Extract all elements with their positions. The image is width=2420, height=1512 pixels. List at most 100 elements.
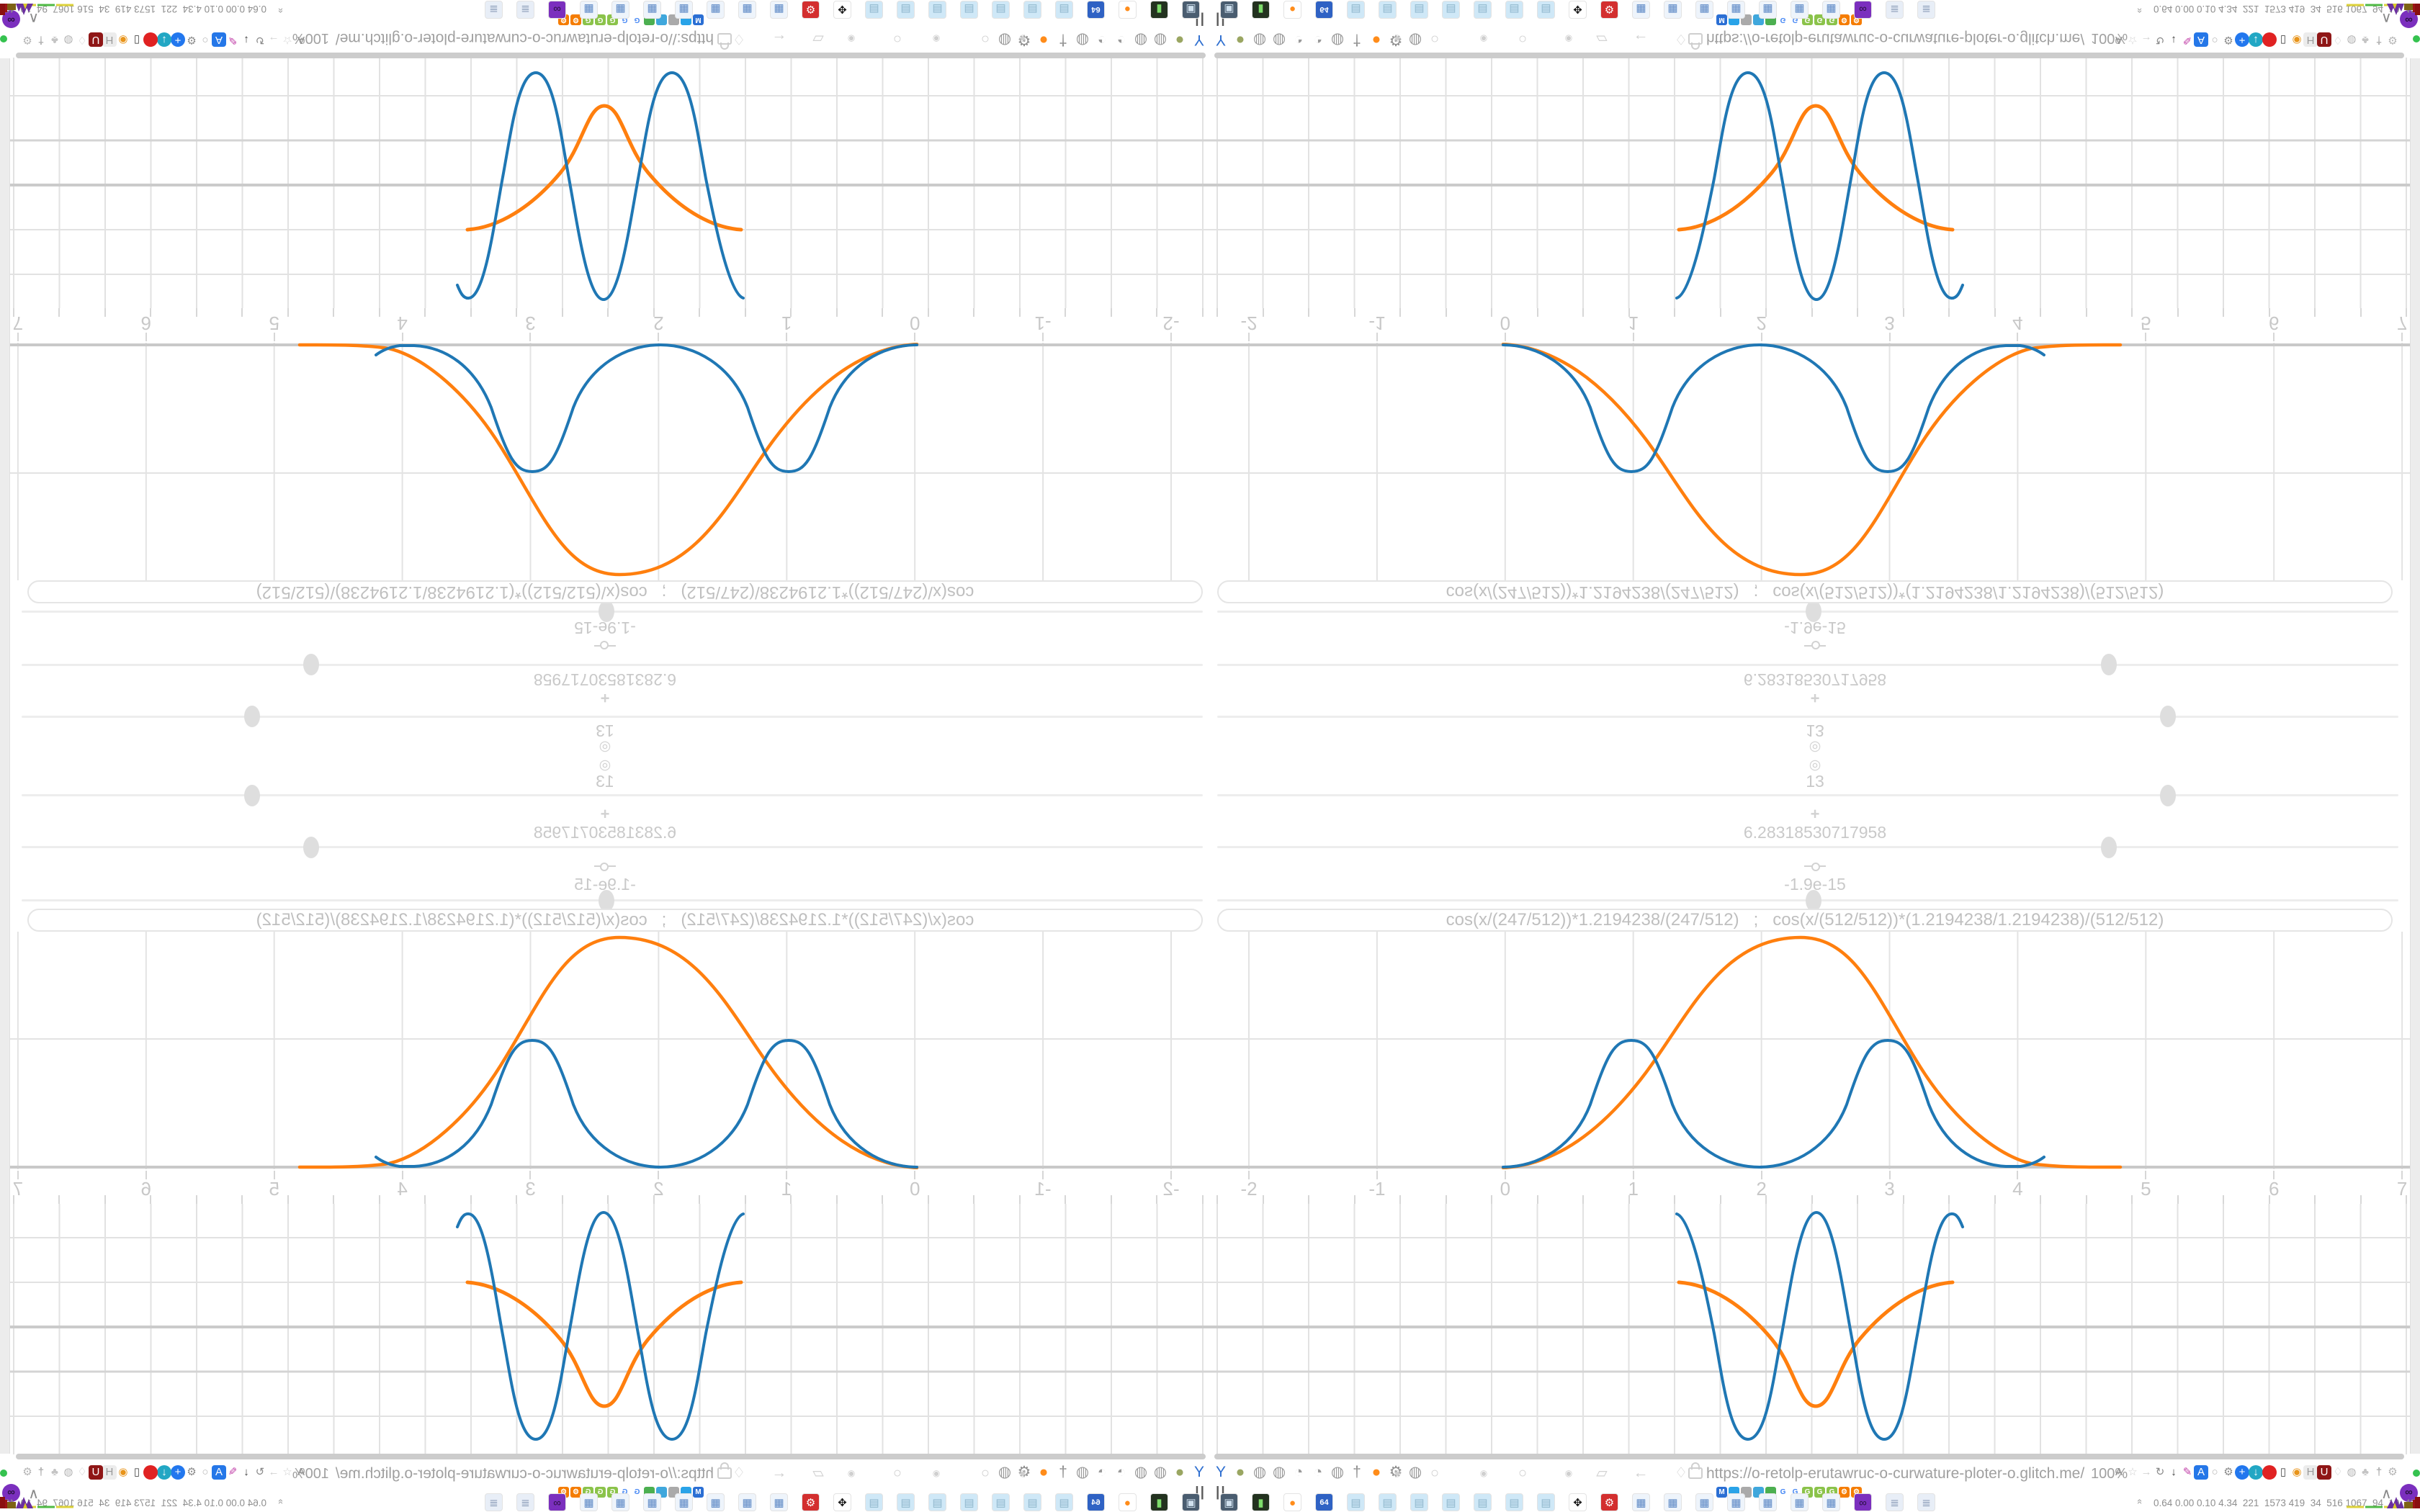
gear-outline-icon[interactable]: ⚙: [22, 34, 32, 46]
capsule-icon[interactable]: ○: [2211, 34, 2218, 46]
shield-outline-icon[interactable]: ♢: [2333, 1466, 2343, 1478]
notepad-tab-icon[interactable]: ▤: [992, 1, 1010, 19]
mail-tab-icon[interactable]: M: [1716, 1487, 1727, 1498]
funnel-icon[interactable]: Y: [1194, 1464, 1205, 1480]
slider-track[interactable]: [1217, 846, 2398, 848]
capsule-icon[interactable]: ○: [202, 1466, 209, 1478]
calculator-tab-icon[interactable]: ▦: [1664, 1, 1682, 19]
trash-icon[interactable]: ▯: [2280, 34, 2287, 46]
circle-icon[interactable]: ○: [1430, 31, 1440, 47]
ublock-icon[interactable]: U: [89, 32, 103, 47]
wrench-icon[interactable]: †: [1353, 1464, 1361, 1480]
slider-thumb[interactable]: [2160, 785, 2176, 806]
scroll-tab-icon[interactable]: ≣: [485, 1493, 503, 1511]
slider-thumb[interactable]: [244, 706, 260, 727]
gear-outline-icon[interactable]: ⚙: [2388, 34, 2398, 46]
forward-icon[interactable]: →: [268, 1466, 279, 1478]
globe-gray-icon[interactable]: ◍: [63, 1466, 73, 1478]
forward-icon[interactable]: →: [2141, 34, 2152, 46]
dot-circle-icon[interactable]: ◉: [932, 34, 941, 44]
translate-icon[interactable]: A: [212, 1465, 226, 1480]
scroll-tab-icon[interactable]: ≣: [1886, 1493, 1904, 1511]
formula-input[interactable]: cos(x/(247/512))*1.2194238/(247/512) ; c…: [27, 580, 1203, 603]
star-icon[interactable]: ☆: [2128, 1466, 2138, 1478]
globe-icon[interactable]: ◍: [1330, 32, 1345, 48]
notepad-tab-icon[interactable]: ▤: [1347, 1493, 1365, 1511]
globe-icon[interactable]: ◍: [1272, 32, 1286, 48]
calculator-tab-icon[interactable]: ▦: [770, 1493, 788, 1511]
gear-icon[interactable]: ⚙: [2223, 34, 2233, 46]
calculator-tab-icon[interactable]: ▦: [1791, 1, 1809, 19]
wrench-icon[interactable]: †: [37, 1466, 45, 1478]
slider-track[interactable]: [22, 846, 1203, 848]
folder-icon[interactable]: ▱: [812, 31, 824, 47]
black-cat-tab-icon[interactable]: ✥: [1569, 1, 1587, 19]
translate-icon[interactable]: A: [2194, 1465, 2208, 1480]
back-arrow-icon[interactable]: ←: [1633, 31, 1649, 48]
calculator-tab-icon[interactable]: ▦: [1695, 1493, 1713, 1511]
upper-plot[interactable]: [1210, 343, 2420, 580]
shield-icon[interactable]: ♢: [732, 31, 745, 47]
globe-icon[interactable]: ◍: [1134, 32, 1148, 48]
floppy-tab-icon[interactable]: 64: [1087, 1, 1105, 19]
send-icon[interactable]: ↓: [157, 1465, 171, 1480]
download-icon[interactable]: ↓: [243, 34, 249, 46]
globe-icon[interactable]: ◍: [998, 32, 1012, 48]
shield-icon[interactable]: ♢: [1675, 1465, 1688, 1481]
lower-plot[interactable]: [1210, 1204, 2420, 1454]
slider-thumb[interactable]: [1806, 600, 1821, 622]
gear-icon[interactable]: ⚙: [1389, 1464, 1403, 1480]
record-icon[interactable]: [143, 32, 158, 47]
globe-icon[interactable]: ◍: [1075, 1464, 1090, 1480]
gauge-icon[interactable]: ◔: [1116, 32, 1126, 48]
calculator-tab-icon[interactable]: ▦: [1759, 1, 1777, 19]
horizontal-scrollbar[interactable]: [16, 1454, 1206, 1459]
highlighter-icon[interactable]: ✎: [2182, 34, 2192, 46]
back-arrow-icon[interactable]: ←: [1633, 1464, 1649, 1481]
purple-mask-tab-icon[interactable]: ∞: [548, 1493, 566, 1511]
wrench-icon[interactable]: †: [37, 34, 45, 46]
reload-icon[interactable]: ↻: [2155, 1466, 2165, 1478]
ublock-icon[interactable]: U: [2317, 1465, 2331, 1480]
firefox-tab-icon[interactable]: ●: [1283, 1493, 1301, 1511]
console-tab-icon[interactable]: ▮: [1252, 1493, 1270, 1511]
vertical-scrollbar[interactable]: [0, 58, 10, 756]
circle-icon[interactable]: ○: [980, 1465, 990, 1481]
firefox-icon[interactable]: ●: [1371, 32, 1381, 48]
firefox-icon[interactable]: ●: [1371, 1464, 1381, 1480]
globe-color-icon[interactable]: ◉: [2292, 1466, 2302, 1478]
lower-plot[interactable]: [0, 58, 1210, 308]
funnel-icon[interactable]: Y: [1215, 32, 1226, 48]
globe-gray-icon[interactable]: ◍: [2347, 1466, 2357, 1478]
trash-icon[interactable]: ▯: [133, 1466, 140, 1478]
globe-color-icon[interactable]: ◉: [118, 1466, 128, 1478]
star-icon[interactable]: ☆: [282, 34, 292, 46]
dot-circle-icon[interactable]: ◉: [1018, 1468, 1027, 1478]
slider-thumb[interactable]: [2160, 706, 2176, 727]
slider-track[interactable]: [22, 716, 1203, 718]
notepad-tab-icon[interactable]: ▤: [1505, 1, 1523, 19]
globe-gray-icon[interactable]: ◍: [63, 34, 73, 46]
gear-outline-icon[interactable]: ⚙: [22, 1466, 32, 1478]
circle-icon[interactable]: ○: [1518, 1465, 1528, 1481]
reload-icon[interactable]: ↻: [255, 1466, 265, 1478]
dot-circle-icon[interactable]: ◉: [1479, 34, 1488, 44]
firefox-icon[interactable]: ●: [1039, 32, 1049, 48]
firefox-tab-icon[interactable]: ●: [1119, 1493, 1137, 1511]
gauge-icon[interactable]: ◔: [1313, 32, 1323, 48]
slider-thumb[interactable]: [2101, 654, 2117, 675]
ublock-icon[interactable]: U: [2317, 32, 2331, 47]
calculator-tab-icon[interactable]: ▦: [675, 1493, 693, 1511]
h-badge-icon[interactable]: H: [2303, 1465, 2318, 1480]
back-arrow-icon[interactable]: ←: [771, 1464, 787, 1481]
purple-mask-tab-icon[interactable]: ∞: [1854, 1, 1872, 19]
slider-track[interactable]: [1217, 716, 2398, 718]
gauge-icon[interactable]: ◔: [1294, 32, 1304, 48]
highlighter-icon[interactable]: ✎: [228, 34, 238, 46]
horizontal-scrollbar[interactable]: [16, 53, 1206, 58]
calculator-tab-icon[interactable]: ▦: [1727, 1493, 1745, 1511]
calculator-tab-icon[interactable]: ▦: [580, 1493, 598, 1511]
record-icon[interactable]: [143, 1465, 158, 1480]
scroll-tab-icon[interactable]: ≣: [1917, 1, 1935, 19]
extension-circle-icon[interactable]: ●: [1175, 1464, 1185, 1480]
